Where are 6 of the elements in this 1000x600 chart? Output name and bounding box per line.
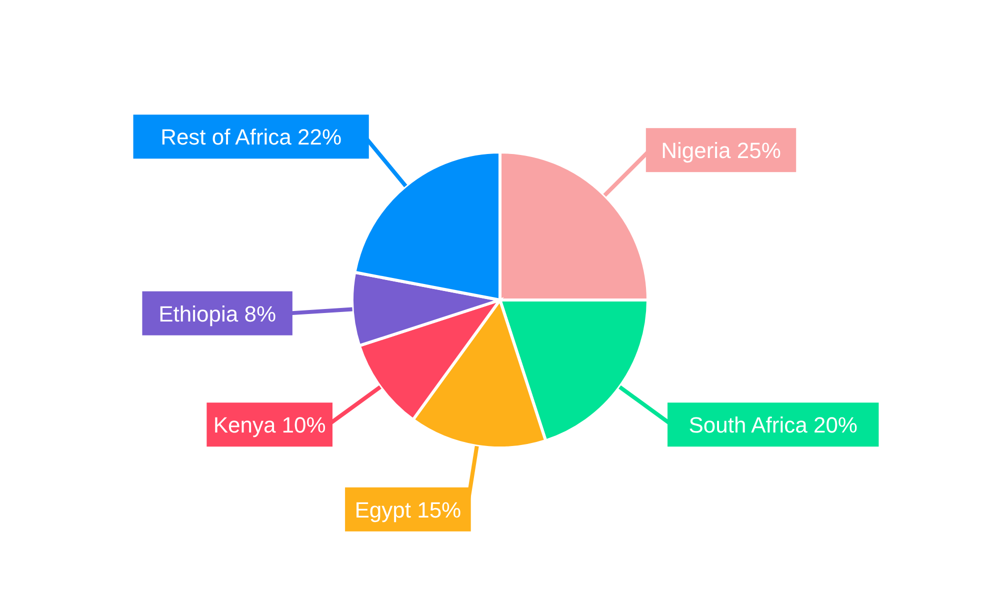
slice-label: Kenya 10% [213, 412, 326, 438]
slice-label: Rest of Africa 22% [160, 124, 342, 150]
slice-label: South Africa 20% [688, 412, 858, 438]
slice-label: Nigeria 25% [661, 138, 781, 164]
slice-label: Egypt 15% [354, 497, 462, 522]
slice-label: Ethiopia 8% [158, 301, 276, 326]
